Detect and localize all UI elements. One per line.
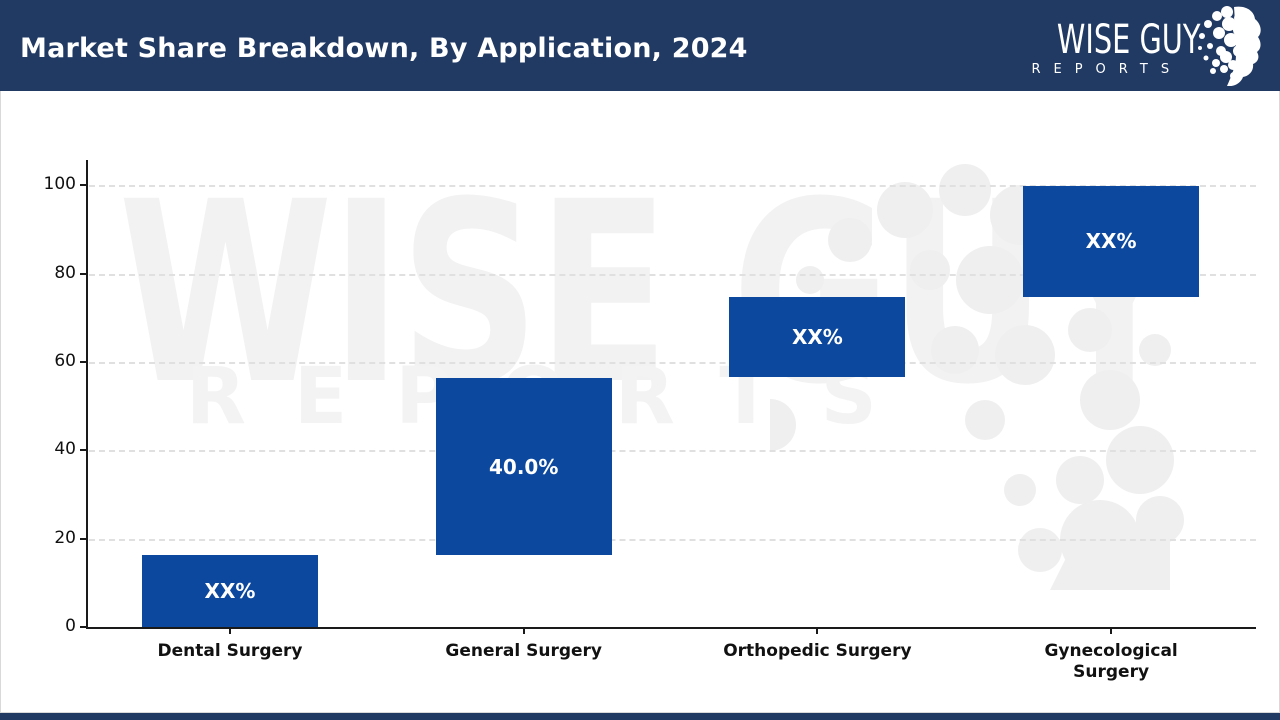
gridline-80 bbox=[89, 273, 1256, 276]
brand-subname: REPORTS bbox=[1031, 62, 1183, 77]
y-axis-tick-mark bbox=[80, 272, 88, 275]
gridline-100 bbox=[89, 185, 1256, 188]
bar-value-label: XX% bbox=[204, 579, 256, 603]
brand-logo: WISE GUY REPORTS bbox=[1012, 0, 1262, 91]
brand-logo-text: WISE GUY REPORTS bbox=[1001, 20, 1200, 77]
y-axis-tick-label: 60 bbox=[54, 351, 76, 372]
bar-value-label: XX% bbox=[791, 325, 843, 350]
bar-gynecological-surgery: XX% bbox=[1023, 186, 1200, 297]
y-axis-tick-mark bbox=[80, 537, 88, 540]
y-axis-tick-mark bbox=[80, 449, 88, 452]
dotted-head-icon bbox=[1198, 6, 1261, 86]
x-axis-line bbox=[86, 627, 1256, 629]
gridline-20 bbox=[89, 538, 1256, 541]
page-title: Market Share Breakdown, By Application, … bbox=[20, 33, 748, 64]
bar-general-surgery: 40.0% bbox=[435, 378, 612, 555]
x-axis-tick-mark bbox=[816, 627, 819, 634]
y-axis-tick-label: 80 bbox=[54, 262, 76, 283]
footer-bar bbox=[0, 713, 1280, 720]
y-axis-line bbox=[86, 160, 88, 629]
x-axis-category-label: Orthopedic Surgery bbox=[723, 641, 912, 661]
bar-orthopedic-surgery: XX% bbox=[729, 296, 906, 378]
x-axis-category-label: Dental Surgery bbox=[157, 641, 303, 661]
brand-name: WISE GUY bbox=[1056, 17, 1200, 63]
x-axis-category-label: Gynecological Surgery bbox=[1044, 641, 1178, 683]
header-bar: Market Share Breakdown, By Application, … bbox=[0, 0, 1280, 91]
bar-value-label: 40.0% bbox=[488, 454, 559, 479]
gridline-40 bbox=[89, 450, 1256, 453]
y-axis-tick-mark bbox=[80, 361, 88, 364]
gridline-60 bbox=[89, 362, 1256, 365]
bar-dental-surgery: XX% bbox=[142, 555, 318, 627]
x-axis-tick-mark bbox=[229, 627, 231, 634]
x-axis-tick-mark bbox=[522, 627, 525, 634]
x-axis-tick-mark bbox=[1110, 627, 1113, 634]
x-axis-category-label: General Surgery bbox=[445, 641, 602, 661]
y-axis-tick-mark bbox=[80, 184, 88, 187]
y-axis-tick-label: 100 bbox=[43, 174, 76, 195]
y-axis-tick-label: 0 bbox=[65, 616, 76, 636]
bar-value-label: XX% bbox=[1085, 229, 1137, 254]
y-axis-tick-label: 40 bbox=[54, 439, 76, 460]
y-axis-tick-label: 20 bbox=[54, 527, 76, 548]
y-axis-tick-mark bbox=[80, 626, 88, 628]
